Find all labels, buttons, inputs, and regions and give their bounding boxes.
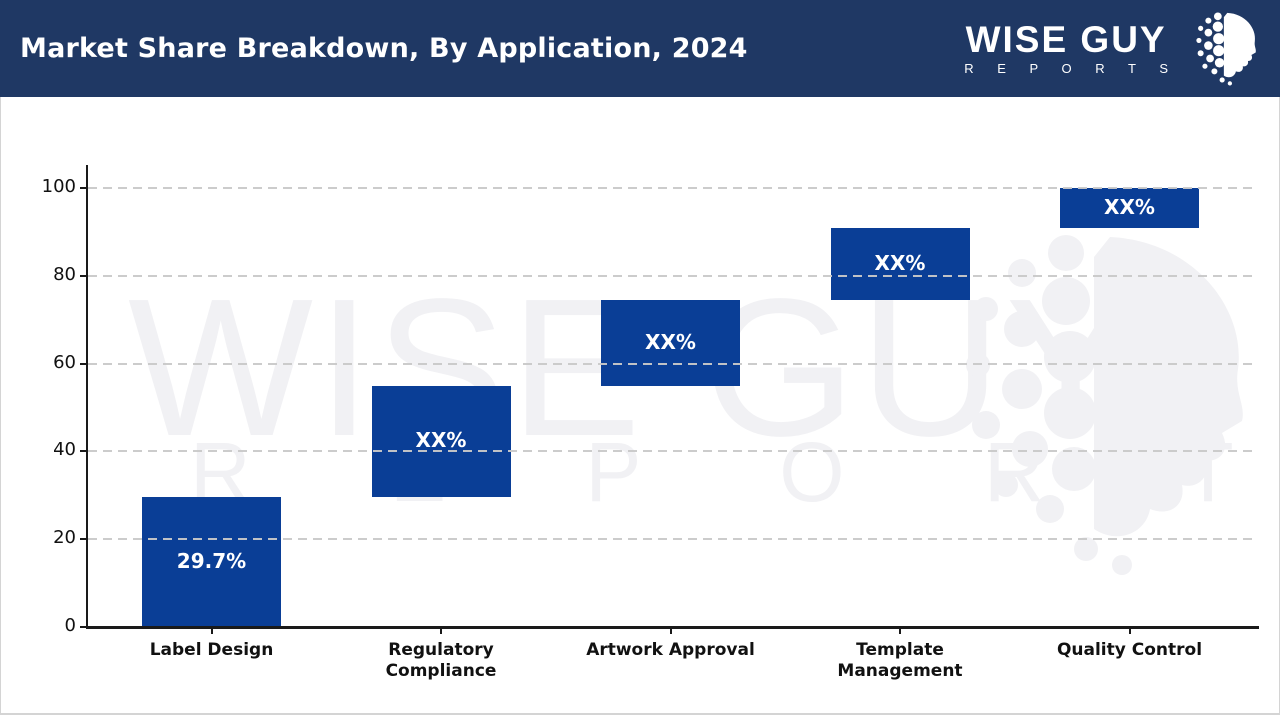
bar-segment — [1060, 188, 1199, 228]
brand-logo: WISE GUY R E P O R T S — [954, 6, 1266, 92]
bar-segment — [371, 385, 511, 497]
x-category-label: Regulatory Compliance — [385, 640, 497, 682]
dotted-head-profile-icon — [1196, 11, 1256, 86]
y-tick-label: 60 — [53, 351, 76, 373]
x-axis-tick — [669, 627, 672, 634]
bar-value-label: XX% — [874, 251, 926, 276]
bar-value-label: XX% — [645, 330, 696, 355]
x-category-label: Quality Control — [1056, 640, 1203, 660]
y-tick-label: 0 — [64, 615, 76, 636]
x-axis-line — [86, 626, 1259, 629]
y-tick-label: 100 — [41, 176, 76, 197]
gridline — [88, 362, 1258, 365]
watermark-brand-subname: R E P O R T S — [190, 425, 1280, 519]
y-axis-tick — [80, 538, 87, 541]
gridline — [88, 187, 1258, 189]
bar-value-label: XX% — [1104, 194, 1155, 219]
x-category-label: Artwork Approval — [586, 640, 755, 660]
x-axis-tick — [440, 627, 442, 634]
y-axis-tick — [80, 626, 87, 628]
bar-segment — [142, 496, 281, 627]
x-axis-tick — [210, 627, 213, 634]
x-category-label: Template Management — [837, 640, 963, 682]
bar-segment — [830, 227, 970, 301]
header-bar: Market Share Breakdown, By Application, … — [0, 0, 1280, 97]
bar-value-label: 29.7% — [176, 548, 247, 573]
x-category-label: Label Design — [149, 640, 274, 660]
x-axis-tick — [899, 627, 901, 634]
x-axis-tick — [1128, 627, 1131, 634]
y-tick-label: 20 — [53, 527, 76, 549]
y-axis-tick — [80, 362, 87, 365]
y-axis-tick — [80, 187, 87, 189]
y-axis-tick — [80, 450, 87, 453]
y-tick-label: 40 — [53, 439, 76, 461]
y-tick-label: 80 — [53, 263, 76, 285]
bar-segment — [601, 300, 740, 386]
brand-name: WISE GUY — [965, 19, 1167, 60]
brand-logo-text: WISE GUY R E P O R T S — [954, 19, 1178, 77]
brand-subname: R E P O R T S — [964, 61, 1178, 76]
y-axis-line — [86, 165, 88, 628]
gridline — [88, 274, 1258, 277]
page-title: Market Share Breakdown, By Application, … — [20, 33, 748, 64]
gridline — [88, 538, 1258, 541]
figure-left-border — [0, 97, 1, 715]
bar-value-label: XX% — [415, 428, 467, 453]
figure-bottom-border — [0, 713, 1280, 715]
gridline — [88, 450, 1258, 453]
y-axis-tick — [80, 274, 87, 277]
